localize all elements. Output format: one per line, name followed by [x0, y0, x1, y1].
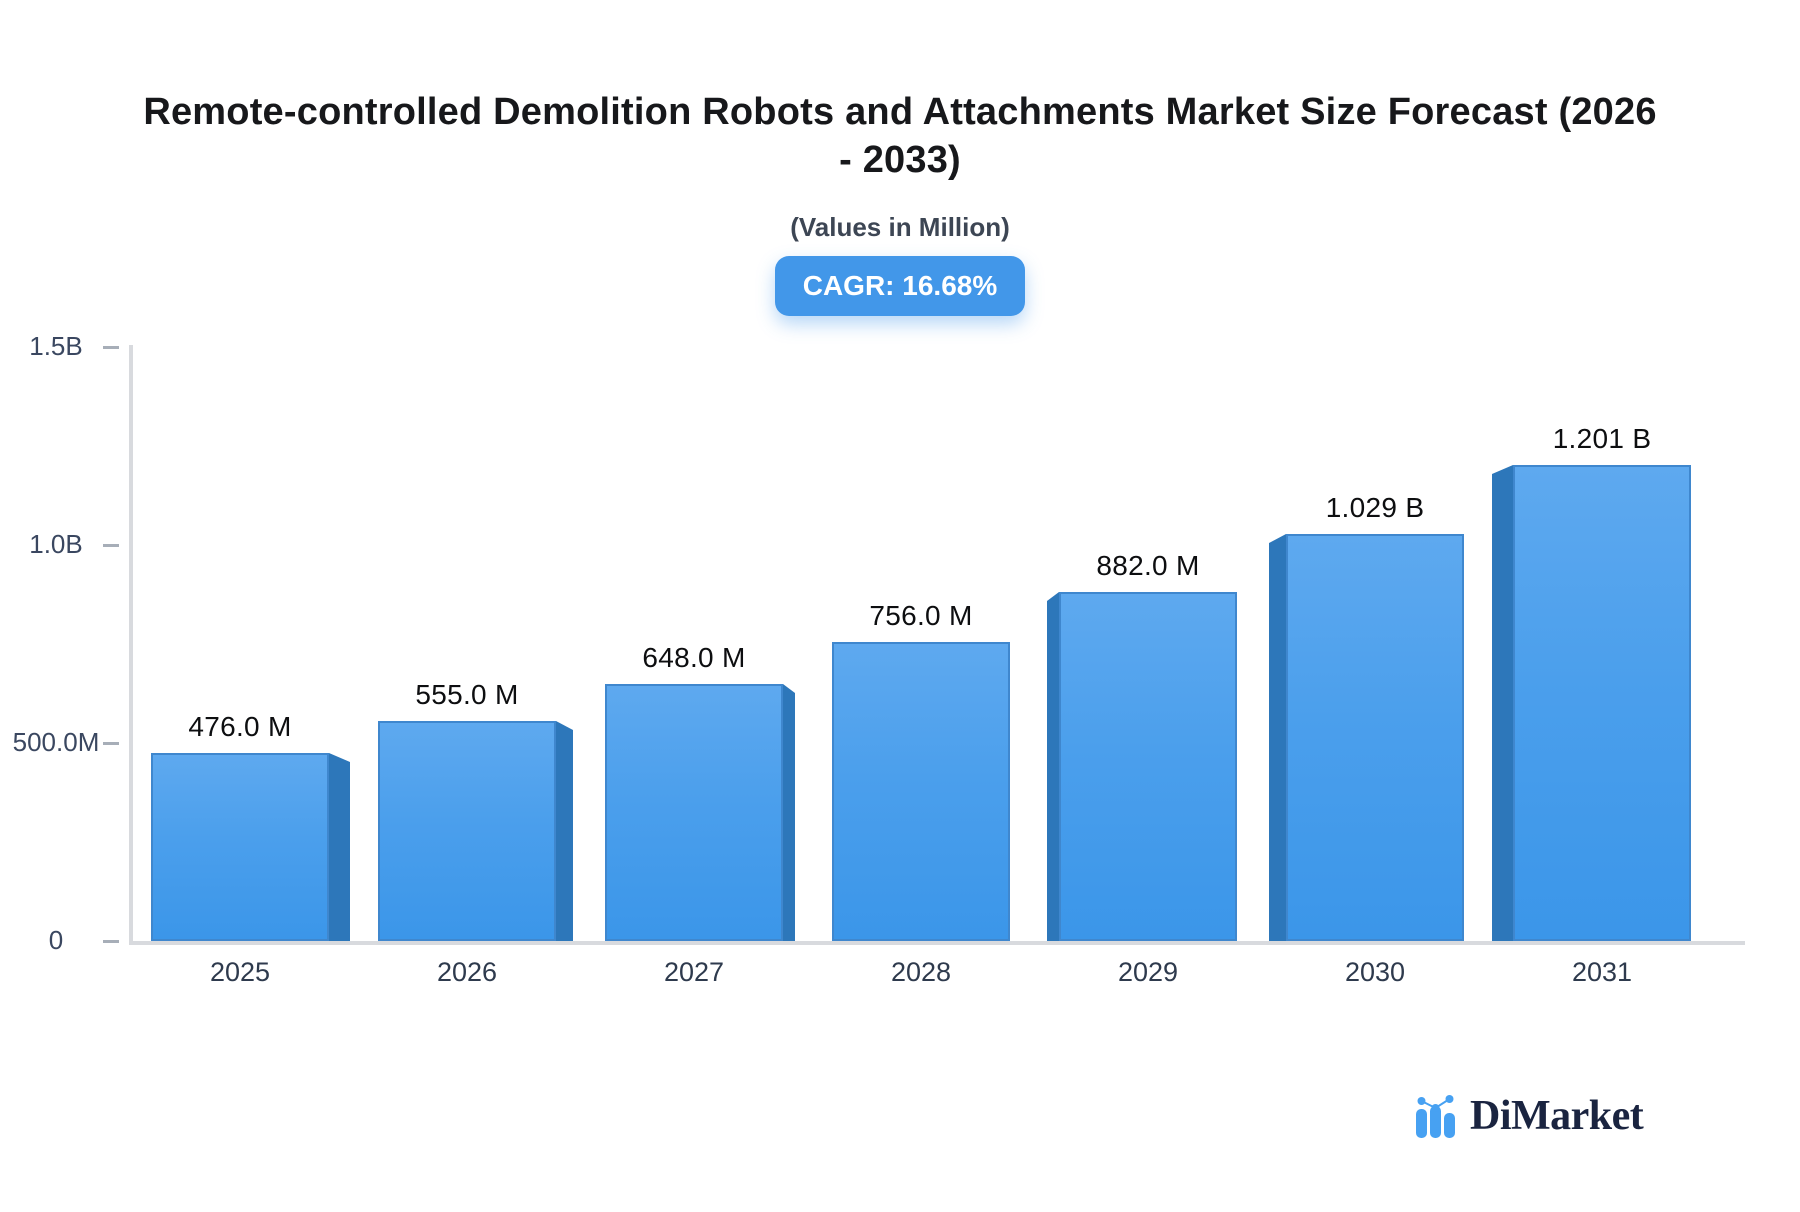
y-axis-tick	[103, 346, 119, 349]
x-axis-label: 2031	[1571, 957, 1633, 987]
bar-2025	[151, 753, 329, 941]
y-axis-tick	[103, 940, 119, 943]
x-axis-label: 2029	[1117, 957, 1179, 987]
bar-value-label: 882.0 M	[1096, 550, 1200, 581]
chart-title-line2: - 2033)	[839, 139, 961, 181]
cagr-badge: CAGR: 16.68%	[774, 256, 1026, 316]
bar-2026-side	[556, 721, 573, 941]
bar-value-label: 756.0 M	[869, 600, 973, 631]
chart-subtitle: (Values in Million)	[790, 212, 1010, 242]
y-axis-tick-label: 1.0B	[29, 529, 83, 559]
y-axis-tick	[103, 742, 119, 745]
x-axis-line	[129, 941, 1745, 945]
y-axis-tick-label: 0	[48, 925, 64, 955]
bar-2031	[1513, 465, 1691, 941]
dimarket-logo-icon	[1416, 1095, 1455, 1138]
bar-2027	[605, 684, 783, 941]
badge-row: CAGR: 16.68%	[0, 256, 1800, 316]
x-axis-label: 2026	[436, 957, 498, 987]
x-axis-label: 2028	[890, 957, 952, 987]
bar-2031-side	[1492, 465, 1513, 941]
y-axis-tick-label: 500.0M	[12, 727, 100, 757]
bar-value-label: 476.0 M	[188, 711, 292, 742]
bar-value-label: 555.0 M	[415, 679, 519, 710]
x-axis-label: 2027	[663, 957, 725, 987]
x-axis-label: 2025	[209, 957, 271, 987]
bar-2030-side	[1269, 534, 1286, 941]
bar-2029	[1059, 592, 1237, 941]
bar-2025-side	[329, 753, 350, 941]
dimarket-logo-text: DiMarket	[1470, 1093, 1644, 1139]
y-axis-tick	[103, 544, 119, 547]
bar-value-label: 1.029 B	[1325, 492, 1425, 523]
bar-value-label: 1.201 B	[1552, 423, 1652, 454]
chart-title: Remote-controlled Demolition Robots and …	[0, 88, 1800, 184]
y-axis-line	[129, 345, 133, 945]
bar-value-label: 648.0 M	[642, 642, 746, 673]
bar-2026	[378, 721, 556, 941]
chart-title-line1: Remote-controlled Demolition Robots and …	[143, 91, 1657, 133]
bar-2028	[832, 642, 1010, 941]
dimarket-logo: DiMarket	[1414, 1090, 1644, 1142]
x-axis-label: 2030	[1344, 957, 1406, 987]
y-axis-tick-label: 1.5B	[29, 331, 83, 361]
bar-2027-side	[783, 684, 795, 941]
bar-2030	[1286, 534, 1464, 941]
bar-2029-side	[1047, 592, 1059, 941]
